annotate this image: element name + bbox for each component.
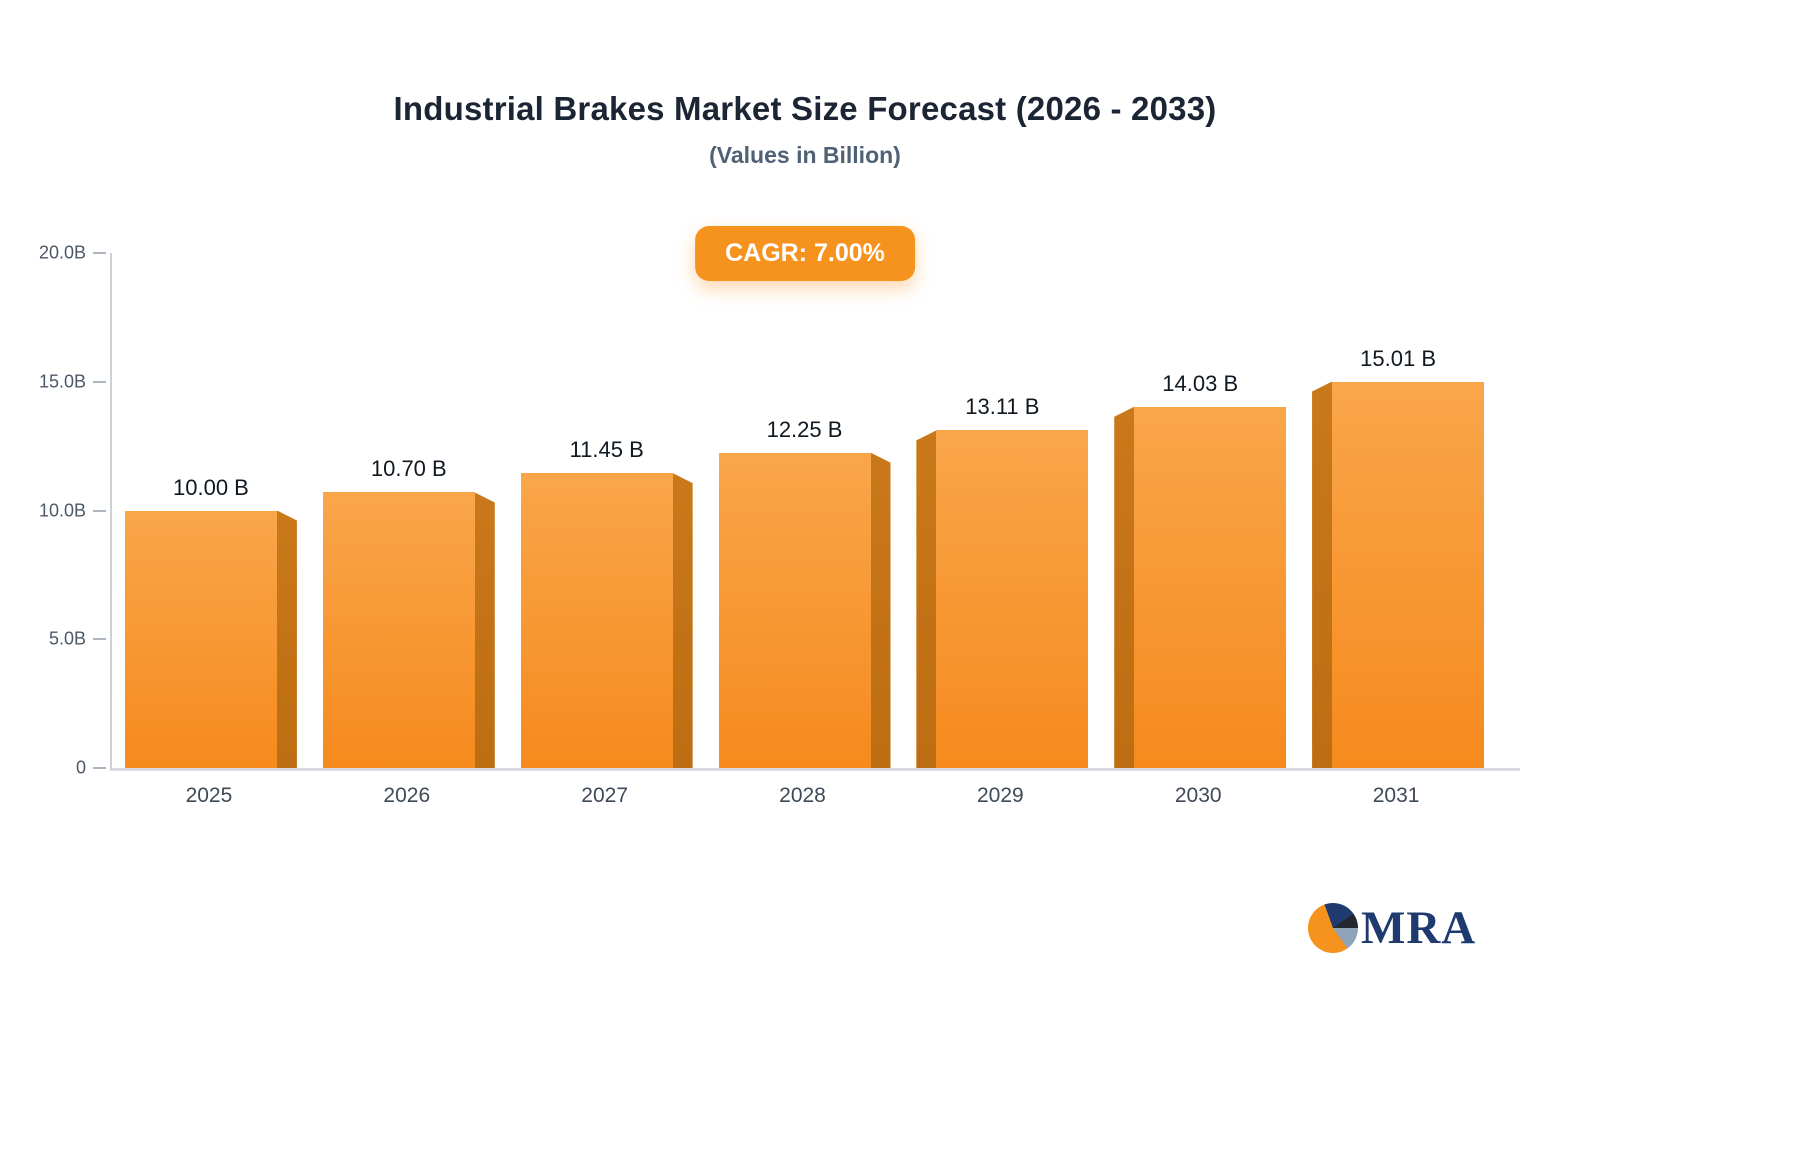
- x-axis-label-2029: 2029: [977, 784, 1024, 807]
- brand-logo: MRA: [1308, 901, 1476, 955]
- bar-2027: 11.45 B: [520, 437, 693, 768]
- y-axis-tick-mark: [93, 767, 106, 769]
- brand-logo-text: MRA: [1361, 902, 1477, 954]
- bar-side-shadow: [870, 452, 891, 768]
- bar-value-label-2025: 10.00 B: [173, 474, 249, 500]
- y-axis-tick-label: 5.0B: [48, 628, 86, 649]
- bar-2030: 14.03 B: [1114, 371, 1287, 768]
- bar-face: [1134, 406, 1287, 768]
- bar-slot-2025: 10.00 B: [112, 253, 310, 768]
- x-axis-labels: 2025 2026 2027 2028 2029 2030 2031: [110, 784, 1495, 808]
- y-axis-tick-label: 0: [75, 757, 86, 778]
- x-axis-label-2028: 2028: [779, 784, 826, 807]
- bar-value-label-2027: 11.45 B: [569, 437, 644, 463]
- bar-face: [124, 510, 277, 768]
- y-axis-tick-label: 15.0B: [38, 371, 86, 392]
- bar-slot-2028: 12.25 B: [706, 253, 904, 768]
- bar-side-shadow: [1312, 381, 1333, 768]
- bar-side-shadow: [672, 473, 693, 768]
- x-axis-label-2026: 2026: [383, 784, 431, 807]
- y-axis-tick-mark: [93, 380, 106, 383]
- bar-value-label-2028: 12.25 B: [766, 416, 843, 442]
- chart-subtitle: (Values in Billion): [709, 142, 901, 168]
- y-axis-tick-label: 10.0B: [38, 500, 86, 520]
- y-axis-tick-mark: [93, 252, 106, 254]
- plot-area: 20.0B 15.0B 10.0B 5.0B 0 10.00 B 10.70 B 11.45 …: [39, 243, 1520, 778]
- y-axis-tick-mark: [93, 509, 106, 512]
- x-axis-label-2025: 2025: [185, 784, 233, 807]
- bar-side-shadow: [276, 510, 297, 768]
- x-axis-label-2027: 2027: [581, 784, 628, 807]
- bar-side-shadow: [1114, 406, 1135, 768]
- bar-value-label-2026: 10.70 B: [370, 456, 447, 482]
- bar-slot-2027: 11.45 B: [508, 253, 706, 768]
- bar-side-shadow: [474, 492, 495, 768]
- bar-2028: 12.25 B: [718, 417, 891, 768]
- bar-face: [322, 492, 475, 768]
- bar-slot-2026: 10.70 B: [310, 253, 508, 768]
- bar-slot-2031: 15.01 B: [1299, 253, 1497, 768]
- bar-value-label-2029: 13.11 B: [965, 394, 1040, 420]
- bar-slot-2029: 13.11 B: [903, 253, 1101, 768]
- bar-side-shadow: [916, 430, 937, 768]
- bar-value-label-2031: 15.01 B: [1360, 345, 1436, 371]
- bar-slot-2030: 14.03 B: [1101, 253, 1299, 768]
- bar-face: [936, 430, 1089, 768]
- chart-title: Industrial Brakes Market Size Forecast (…: [393, 90, 1217, 127]
- bar-2025: 10.00 B: [124, 475, 297, 768]
- x-axis-label-2031: 2031: [1372, 784, 1420, 807]
- bar-2031: 15.01 B: [1312, 346, 1485, 768]
- bars-row: 10.00 B 10.70 B 11.45 B 12.25 B 13.11 B 14.03…: [112, 253, 1497, 768]
- y-axis-tick-label: 20.0B: [38, 242, 86, 263]
- bar-face: [718, 452, 871, 768]
- bar-2026: 10.70 B: [322, 456, 495, 768]
- bar-value-label-2030: 14.03 B: [1162, 370, 1239, 396]
- chart-header: Industrial Brakes Market Size Forecast (…: [0, 90, 1610, 169]
- pie-chart-logo-icon: [1308, 903, 1358, 953]
- bar-2029: 13.11 B: [916, 394, 1089, 768]
- x-axis-label-2030: 2030: [1174, 784, 1222, 807]
- bar-face: [1332, 381, 1485, 768]
- cagr-badge: CAGR: 7.00%: [695, 226, 915, 281]
- bar-face: [520, 473, 673, 768]
- y-axis-tick-mark: [93, 638, 106, 641]
